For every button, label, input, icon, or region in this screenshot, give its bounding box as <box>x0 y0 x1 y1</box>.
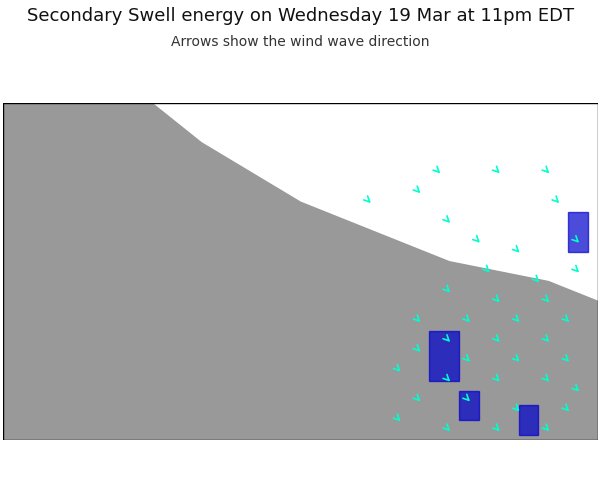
Text: Secondary Swell energy on Wednesday 19 Mar at 11pm EDT: Secondary Swell energy on Wednesday 19 M… <box>27 7 574 25</box>
Bar <box>519 406 538 435</box>
Polygon shape <box>3 104 598 440</box>
Bar <box>569 213 588 252</box>
Bar <box>459 391 479 421</box>
Text: Arrows show the wind wave direction: Arrows show the wind wave direction <box>171 35 430 49</box>
Bar <box>430 331 459 381</box>
